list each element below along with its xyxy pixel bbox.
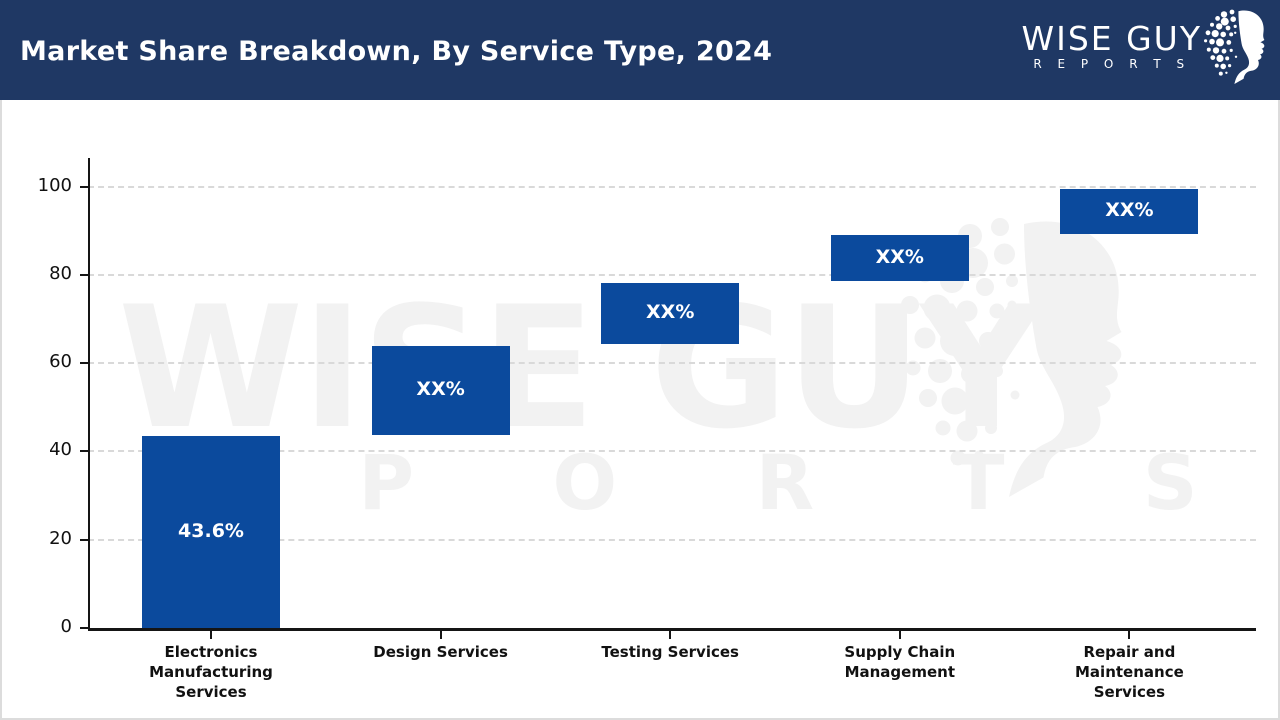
x-tick	[1128, 631, 1131, 639]
y-tick-40	[80, 450, 88, 453]
y-tick-label-100: 100	[37, 174, 72, 196]
category-label: Testing Services	[560, 642, 780, 662]
category-label: Electronics Manufacturing Services	[101, 642, 321, 702]
y-tick-label-80: 80	[49, 262, 72, 284]
y-tick-0	[80, 627, 88, 629]
x-axis-line	[88, 628, 1256, 631]
category-label-line: Testing Services	[601, 643, 739, 661]
gridline-20	[88, 538, 1256, 541]
bar-value-label: XX%	[875, 245, 924, 268]
bar-segment	[830, 234, 969, 281]
gridline-80	[88, 273, 1256, 276]
category-label-line: Repair and	[1083, 643, 1176, 661]
wiseguy-logo: WISE GUY R E P O R T S	[1021, 6, 1280, 98]
y-tick-label-0: 0	[60, 616, 72, 637]
x-tick	[898, 631, 901, 639]
logo-subtitle: R E P O R T S	[1033, 57, 1191, 71]
title-bar: Market Share Breakdown, By Service Type,…	[0, 0, 1280, 100]
watermark-wordmark: WISE GUY	[118, 270, 1042, 466]
category-label-line: Electronics	[164, 643, 258, 661]
y-tick-label-60: 60	[49, 351, 72, 373]
gridline-40	[88, 450, 1256, 453]
bar-segment	[371, 345, 510, 435]
x-tick	[669, 631, 672, 639]
gridline-60	[88, 362, 1256, 365]
y-axis-line	[88, 158, 90, 630]
y-tick-20	[80, 538, 88, 541]
logo-wordmark: WISE GUY	[1021, 19, 1202, 58]
category-label-line: Manufacturing	[149, 663, 273, 681]
category-label: Supply Chain Management	[790, 642, 1010, 682]
bar-value-label: 43.6%	[178, 519, 244, 542]
x-tick	[210, 631, 212, 639]
page-title: Market Share Breakdown, By Service Type,…	[20, 36, 773, 67]
category-label-line: Supply Chain	[844, 643, 956, 661]
category-label-line: Services	[175, 683, 247, 701]
category-label: Repair and Maintenance Services	[1019, 642, 1239, 702]
wiseguy-logo-text: WISE GUY R E P O R T S	[1021, 22, 1202, 72]
category-label-line: Services	[1093, 683, 1166, 701]
category-label-line: Maintenance	[1075, 663, 1184, 681]
bar-value-label: XX%	[1105, 199, 1154, 222]
y-tick-80	[80, 273, 88, 276]
category-label-line: Design Services	[373, 643, 508, 661]
y-tick-100	[80, 185, 88, 188]
bar-segment	[601, 282, 740, 344]
wiseguy-face-icon	[1204, 9, 1265, 84]
bar-value-label: XX%	[416, 378, 465, 401]
category-label-line: Management	[844, 663, 955, 681]
category-label: Design Services	[331, 642, 551, 662]
bar-segment	[142, 435, 280, 628]
x-tick	[439, 631, 442, 639]
bar-value-label: XX%	[646, 301, 695, 324]
y-tick-60	[80, 362, 88, 365]
bar-segment	[1060, 188, 1199, 234]
y-tick-label-20: 20	[49, 527, 72, 549]
y-tick-label-40: 40	[49, 439, 72, 461]
gridline-100	[88, 185, 1256, 188]
